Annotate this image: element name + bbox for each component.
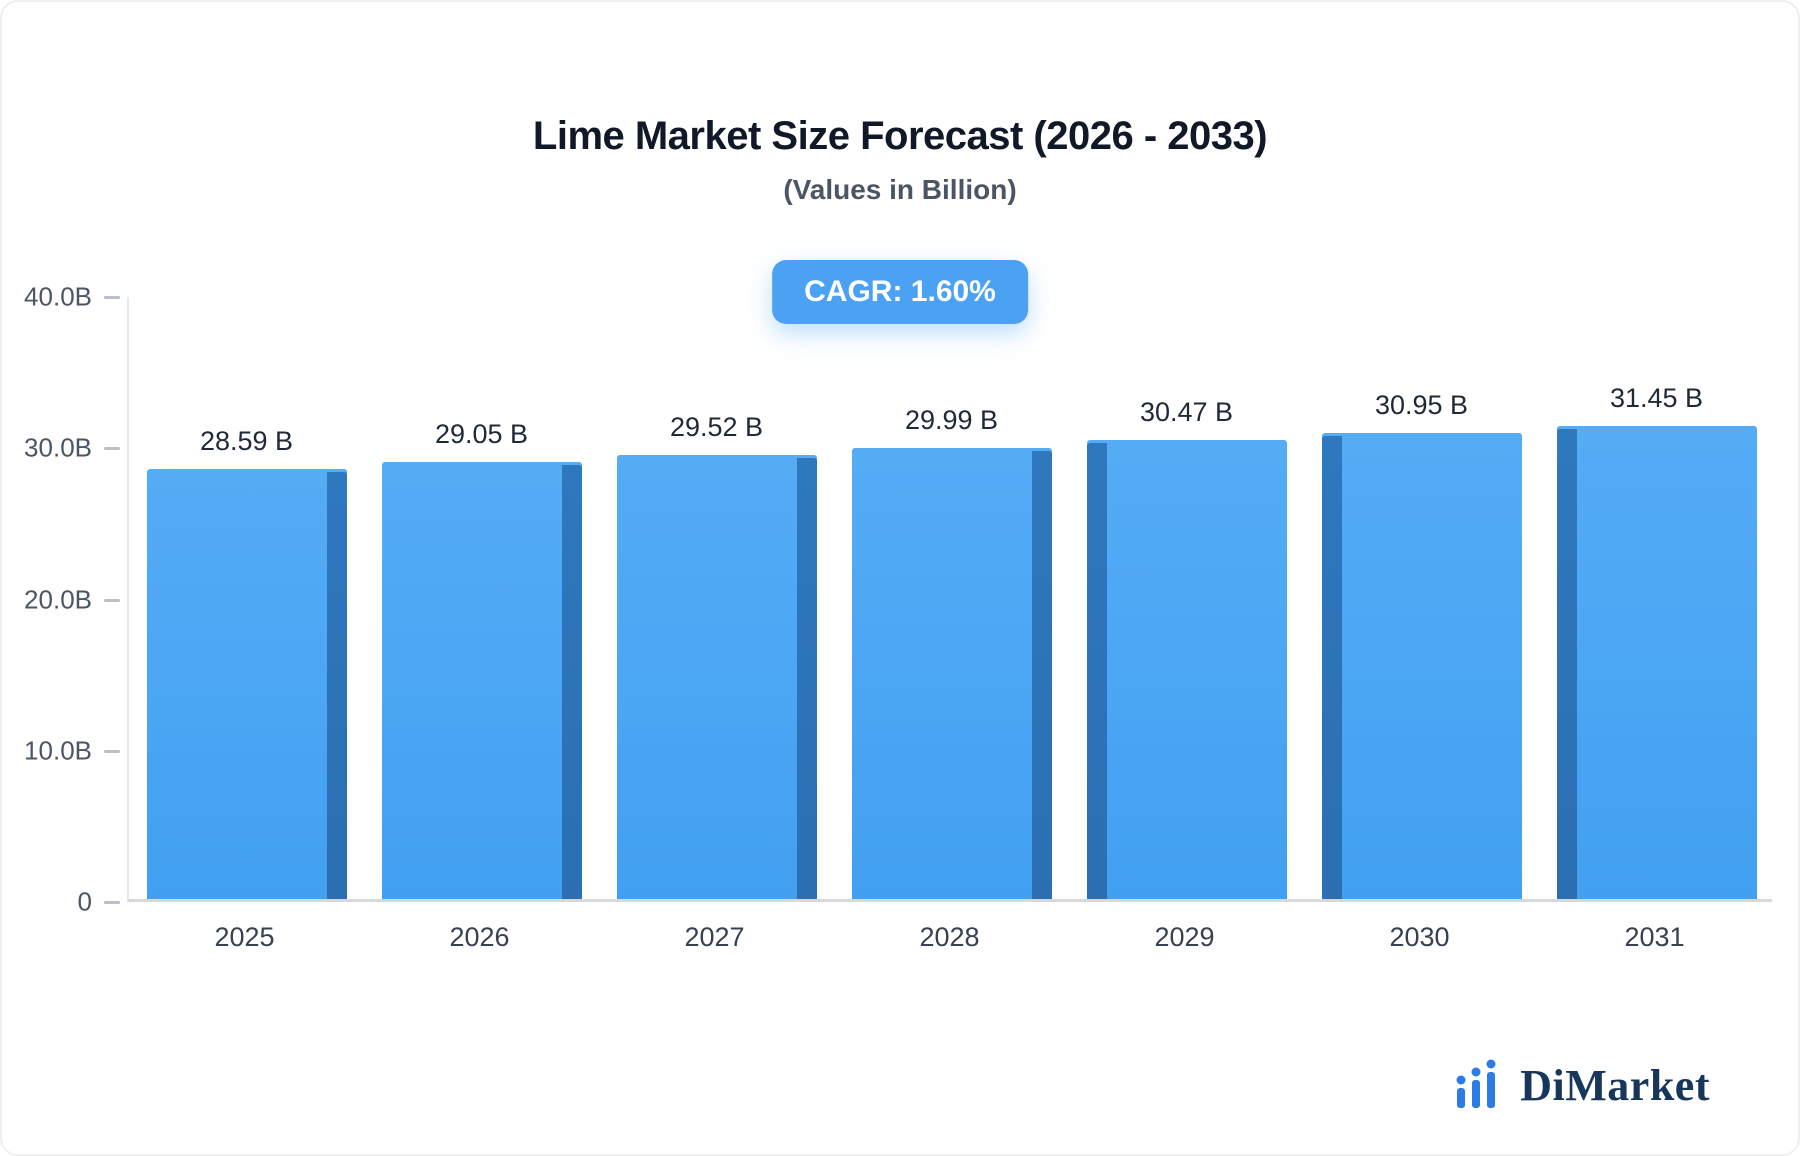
y-tick-mark (104, 447, 120, 451)
bar: 28.59 B (146, 426, 347, 899)
bar-value-label: 29.99 B (904, 404, 999, 435)
y-tick-label: 30.0B (24, 432, 92, 463)
dimarket-logo: DiMarket (1452, 1058, 1710, 1112)
plot-area: 28.59 B 29.05 B 29.52 B 29.99 B 30.47 B 30.95… (127, 297, 1772, 902)
chart-title: Lime Market Size Forecast (2026 - 2033) (532, 114, 1268, 158)
bar-face (851, 447, 1052, 899)
y-tick-mark (104, 598, 120, 602)
x-tick-label: 2025 (214, 922, 275, 952)
bar: 30.47 B (1086, 397, 1287, 899)
y-tick-label: 40.0B (24, 281, 92, 312)
y-tick-label: 10.0B (24, 735, 92, 766)
bar: 29.52 B (616, 412, 817, 899)
y-tick-label: 0 (77, 886, 92, 917)
dimarket-logo-icon (1456, 1059, 1496, 1108)
bar-face (146, 468, 347, 899)
bar-value-label: 28.59 B (199, 425, 294, 456)
x-tick-label: 2028 (919, 922, 980, 952)
bar: 31.45 B (1556, 383, 1757, 899)
bar: 30.95 B (1321, 390, 1522, 899)
x-tick-label: 2027 (684, 922, 745, 952)
bar-side-shade (561, 464, 582, 899)
bar-side-shade (1321, 436, 1342, 899)
chart-subtitle: (Values in Billion) (783, 174, 1017, 205)
x-tick-label: 2030 (1389, 922, 1450, 952)
bar-side-shade (326, 471, 347, 899)
y-tick-mark (104, 296, 120, 299)
dimarket-logo-text: DiMarket (1520, 1060, 1710, 1110)
bar-face (1321, 433, 1522, 899)
x-axis-labels: 2025 2026 2027 2028 2029 2030 2031 (127, 922, 1772, 966)
y-axis: 0 10.0B 20.0B 30.0B 40.0B (2, 282, 127, 917)
bar-side-shade (796, 457, 817, 899)
bar-side-shade (1556, 428, 1577, 899)
y-tick-mark (104, 901, 120, 904)
bar: 29.05 B (381, 419, 582, 899)
bar-face (381, 461, 582, 899)
y-tick-label: 20.0B (24, 584, 92, 614)
x-tick-label: 2026 (449, 922, 510, 952)
bar-value-label: 31.45 B (1609, 382, 1704, 413)
bar-value-label: 30.47 B (1139, 397, 1234, 428)
bar-value-label: 29.05 B (434, 418, 529, 449)
bar-side-shade (1031, 450, 1052, 899)
bar-side-shade (1086, 443, 1107, 899)
bar: 29.99 B (851, 405, 1052, 899)
bar-face (1086, 440, 1287, 899)
x-tick-label: 2029 (1154, 922, 1215, 952)
x-tick-label: 2031 (1624, 922, 1685, 952)
cagr-badge: CAGR: 1.60% (772, 260, 1028, 324)
bar-value-label: 29.52 B (669, 411, 764, 442)
bar-face (616, 454, 817, 899)
y-tick-mark (104, 749, 120, 753)
bar-face (1556, 425, 1757, 899)
bar-value-label: 30.95 B (1374, 390, 1469, 421)
